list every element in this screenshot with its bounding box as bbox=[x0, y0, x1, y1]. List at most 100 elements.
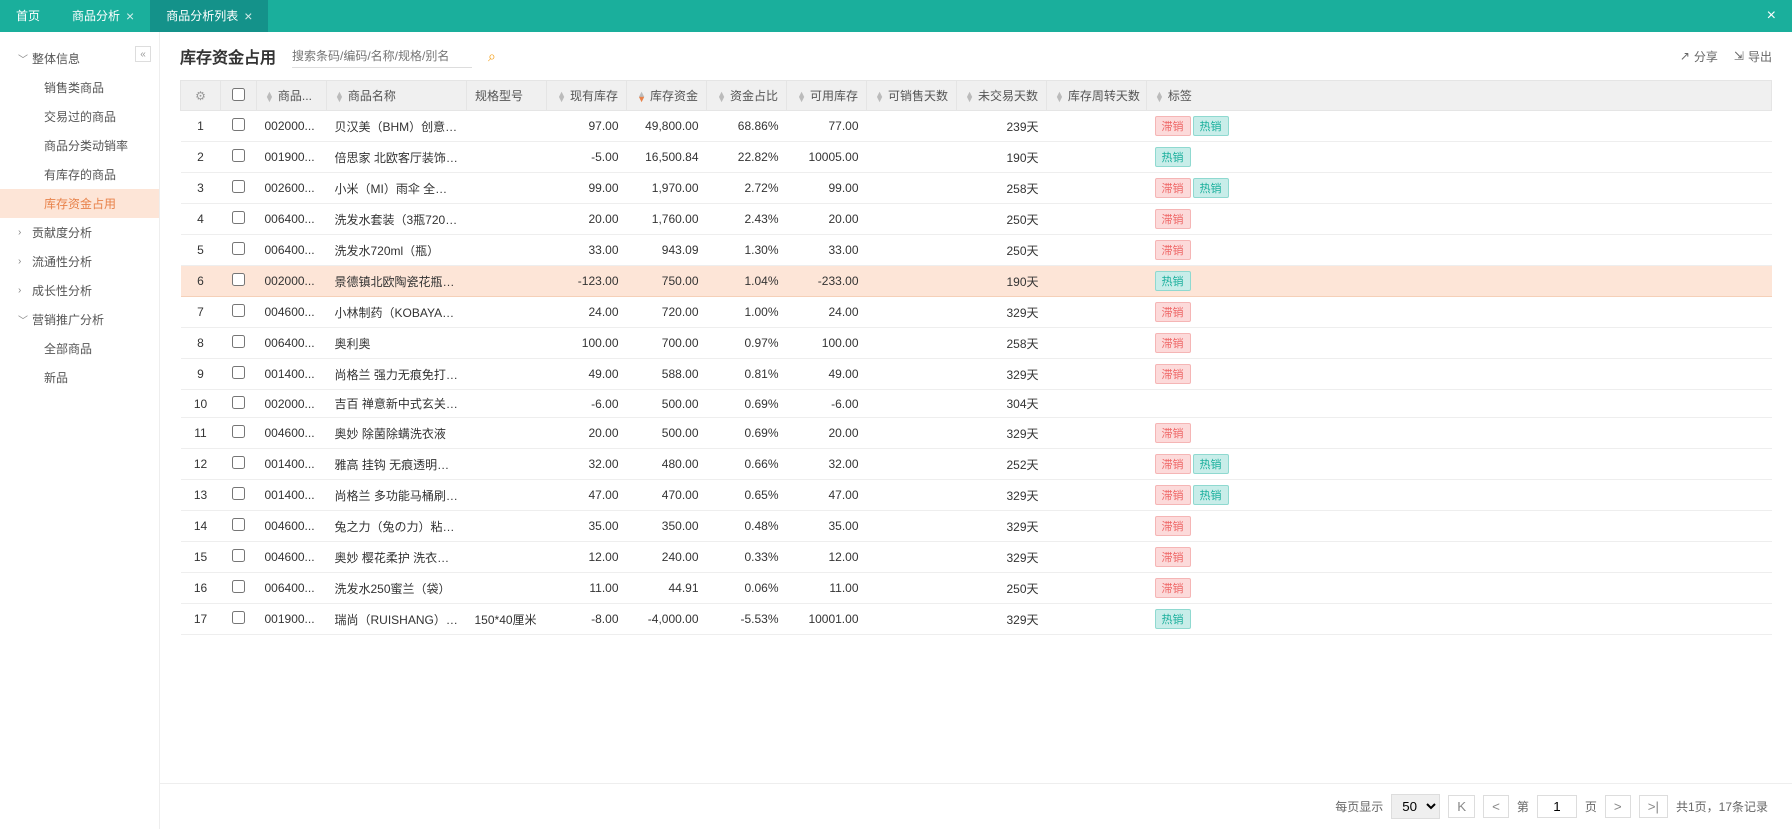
row-checkbox[interactable] bbox=[232, 149, 245, 162]
page-input[interactable] bbox=[1537, 795, 1577, 818]
row-checkbox[interactable] bbox=[232, 611, 245, 624]
table-row[interactable]: 11004600...奥妙 除菌除螨洗衣液20.00500.000.69%20.… bbox=[181, 418, 1772, 449]
table-row[interactable]: 8006400...奥利奥100.00700.000.97%100.00258天… bbox=[181, 328, 1772, 359]
table-row[interactable]: 14004600...兔之力（兔の力）粘毛器 粘35.00350.000.48%… bbox=[181, 511, 1772, 542]
table-row[interactable]: 13001400...尚格兰 多功能马桶刷套装 ...47.00470.000.… bbox=[181, 480, 1772, 511]
cell-saledays bbox=[867, 266, 957, 297]
table-row[interactable]: 2001900...倍思家 北欧客厅装饰画卧室-5.0016,500.8422.… bbox=[181, 142, 1772, 173]
tree-group-4[interactable]: ﹀营销推广分析 bbox=[0, 305, 159, 334]
col-ratio[interactable]: ▲▼资金占比 bbox=[707, 81, 787, 111]
tree-group-1[interactable]: ›贡献度分析 bbox=[0, 218, 159, 247]
gear-icon[interactable]: ⚙ bbox=[195, 89, 206, 103]
table-row[interactable]: 7004600...小林制药（KOBAYASHI）E24.00720.001.0… bbox=[181, 297, 1772, 328]
col-check[interactable] bbox=[221, 81, 257, 111]
row-checkbox[interactable] bbox=[232, 425, 245, 438]
tree-group-2[interactable]: ›流通性分析 bbox=[0, 247, 159, 276]
tree-item-4-0[interactable]: 全部商品 bbox=[0, 334, 159, 363]
col-settings[interactable]: ⚙ bbox=[181, 81, 221, 111]
row-checkbox[interactable] bbox=[232, 549, 245, 562]
row-checkbox[interactable] bbox=[232, 118, 245, 131]
row-checkbox[interactable] bbox=[232, 396, 245, 409]
row-checkbox[interactable] bbox=[232, 180, 245, 193]
tree-group-3[interactable]: ›成长性分析 bbox=[0, 276, 159, 305]
cell-stock: 49.00 bbox=[547, 359, 627, 390]
tree-item-0-1[interactable]: 交易过的商品 bbox=[0, 102, 159, 131]
search-icon[interactable]: ⌕ bbox=[488, 48, 496, 65]
cell-saledays bbox=[867, 235, 957, 266]
select-all-checkbox[interactable] bbox=[232, 88, 245, 101]
cell-stock: 32.00 bbox=[547, 449, 627, 480]
col-code[interactable]: ▲▼商品... bbox=[257, 81, 327, 111]
last-page-button[interactable]: >| bbox=[1639, 795, 1668, 818]
cell-spec bbox=[467, 359, 547, 390]
nav-tab-0[interactable]: 首页 bbox=[0, 0, 56, 32]
tree-group-label: 成长性分析 bbox=[32, 282, 92, 299]
prev-page-button[interactable]: < bbox=[1483, 795, 1509, 818]
col-fund[interactable]: ▲▼库存资金 bbox=[627, 81, 707, 111]
row-checkbox[interactable] bbox=[232, 211, 245, 224]
close-all-icon[interactable]: × bbox=[1759, 3, 1784, 29]
nav-tab-2[interactable]: 商品分析列表× bbox=[150, 0, 268, 32]
col-tags[interactable]: ▲▼标签 bbox=[1147, 81, 1772, 111]
tree-item-0-0[interactable]: 销售类商品 bbox=[0, 73, 159, 102]
cell-name: 吉百 禅意新中式玄关摆件客 bbox=[327, 390, 467, 418]
share-button[interactable]: ↗ 分享 bbox=[1680, 48, 1718, 65]
row-checkbox[interactable] bbox=[232, 487, 245, 500]
table-row[interactable]: 12001400...雅高 挂钩 无痕透明粘钩 强32.00480.000.66… bbox=[181, 449, 1772, 480]
table-row[interactable]: 6002000...景德镇北欧陶瓷花瓶摆件 倪-123.00750.001.04… bbox=[181, 266, 1772, 297]
table-row[interactable]: 10002000...吉百 禅意新中式玄关摆件客-6.00500.000.69%… bbox=[181, 390, 1772, 418]
row-checkbox[interactable] bbox=[232, 335, 245, 348]
row-checkbox[interactable] bbox=[232, 366, 245, 379]
cell-avail: -6.00 bbox=[787, 390, 867, 418]
page-title: 库存资金占用 bbox=[180, 44, 276, 68]
row-checkbox[interactable] bbox=[232, 456, 245, 469]
next-page-button[interactable]: > bbox=[1605, 795, 1631, 818]
table-row[interactable]: 16006400...洗发水250蜜兰（袋）11.0044.910.06%11.… bbox=[181, 573, 1772, 604]
search-input[interactable] bbox=[292, 45, 472, 68]
tag-hot: 热销 bbox=[1193, 485, 1229, 505]
first-page-button[interactable]: K bbox=[1448, 795, 1475, 818]
table-row[interactable]: 15004600...奥妙 樱花柔护 洗衣凝珠 1012.00240.000.3… bbox=[181, 542, 1772, 573]
col-turnover[interactable]: ▲▼库存周转天数 bbox=[1047, 81, 1147, 111]
row-checkbox[interactable] bbox=[232, 242, 245, 255]
close-icon[interactable]: × bbox=[126, 0, 134, 32]
cell-name: 小林制药（KOBAYASHI）E bbox=[327, 297, 467, 328]
table-row[interactable]: 1002000...贝汉美（BHM）创意北欧...97.0049,800.006… bbox=[181, 111, 1772, 142]
cell-stock: 35.00 bbox=[547, 511, 627, 542]
cell-stock: 97.00 bbox=[547, 111, 627, 142]
col-saledays[interactable]: ▲▼可销售天数 bbox=[867, 81, 957, 111]
cell-saledays bbox=[867, 142, 957, 173]
tree-item-0-2[interactable]: 商品分类动销率 bbox=[0, 131, 159, 160]
nav-tab-1[interactable]: 商品分析× bbox=[56, 0, 150, 32]
tree-item-0-3[interactable]: 有库存的商品 bbox=[0, 160, 159, 189]
cell-stock: -123.00 bbox=[547, 266, 627, 297]
table-row[interactable]: 9001400...尚格兰 强力无痕免打孔浴室49.00588.000.81%4… bbox=[181, 359, 1772, 390]
pagination: 每页显示 50 K < 第 页 > >| 共1页，17条记录 bbox=[160, 783, 1792, 829]
col-spec[interactable]: 规格型号 bbox=[467, 81, 547, 111]
tag-hot: 热销 bbox=[1193, 116, 1229, 136]
tree-item-4-1[interactable]: 新品 bbox=[0, 363, 159, 392]
export-button[interactable]: ⇲ 导出 bbox=[1734, 48, 1772, 65]
col-stock[interactable]: ▲▼现有库存 bbox=[547, 81, 627, 111]
row-checkbox[interactable] bbox=[232, 304, 245, 317]
row-checkbox[interactable] bbox=[232, 273, 245, 286]
cell-tags bbox=[1147, 390, 1772, 418]
table-row[interactable]: 4006400...洗发水套装（3瓶720ml+1...20.001,760.0… bbox=[181, 204, 1772, 235]
cell-code: 004600... bbox=[257, 418, 327, 449]
col-avail[interactable]: ▲▼可用库存 bbox=[787, 81, 867, 111]
table-row[interactable]: 17001900...瑞尚（RUISHANG）卧室...150*40厘米-8.0… bbox=[181, 604, 1772, 635]
per-page-select[interactable]: 50 bbox=[1391, 794, 1440, 819]
col-name[interactable]: ▲▼商品名称 bbox=[327, 81, 467, 111]
col-notrade[interactable]: ▲▼未交易天数 bbox=[957, 81, 1047, 111]
row-checkbox[interactable] bbox=[232, 580, 245, 593]
close-icon[interactable]: × bbox=[244, 0, 252, 32]
tree-group-0[interactable]: ﹀整体信息 bbox=[0, 44, 135, 73]
sidebar-collapse-button[interactable]: « bbox=[135, 46, 151, 62]
tree-item-0-4[interactable]: 库存资金占用 bbox=[0, 189, 159, 218]
cell-spec bbox=[467, 235, 547, 266]
table-row[interactable]: 5006400...洗发水720ml（瓶）33.00943.091.30%33.… bbox=[181, 235, 1772, 266]
table-row[interactable]: 3002600...小米（MI）雨伞 全自动折叠99.001,970.002.7… bbox=[181, 173, 1772, 204]
cell-saledays bbox=[867, 328, 957, 359]
row-checkbox[interactable] bbox=[232, 518, 245, 531]
cell-fund: 44.91 bbox=[627, 573, 707, 604]
